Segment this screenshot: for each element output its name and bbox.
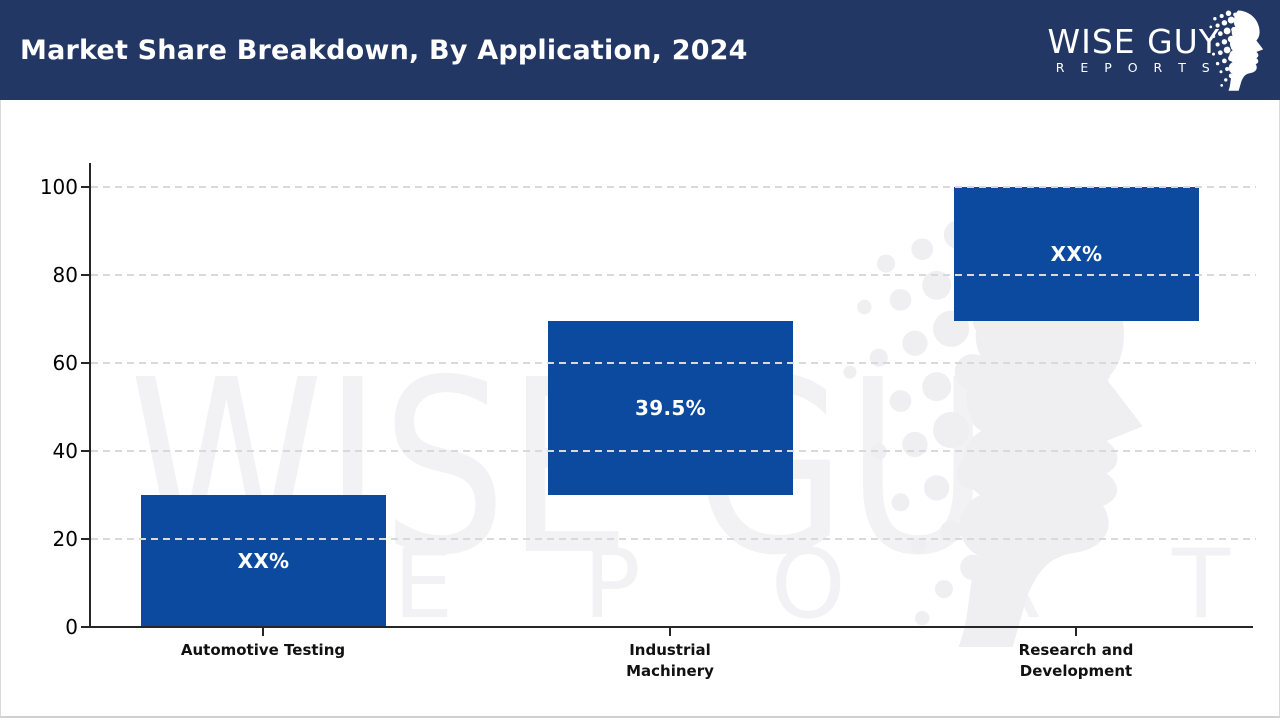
bar-value-label: XX% — [1050, 242, 1103, 267]
logo-text: WISE GUY R E P O R T S — [1047, 25, 1220, 75]
y-tick — [81, 186, 89, 188]
bar-value-label: XX% — [237, 549, 290, 573]
gridline-100 — [91, 186, 1256, 188]
x-category-label: Industrial Machinery — [626, 641, 714, 680]
y-tick-label: 60 — [52, 351, 78, 375]
y-tick — [81, 450, 89, 452]
logo-subtitle: R E P O R T S — [1055, 60, 1216, 76]
y-tick-label: 20 — [52, 527, 78, 551]
y-tick — [81, 626, 89, 628]
y-tick-label: 100 — [39, 175, 78, 199]
wise-guy-reports-logo: WISE GUY R E P O R T S — [1047, 9, 1280, 91]
y-tick-label: 80 — [52, 263, 78, 287]
y-tick-label: 40 — [52, 439, 78, 463]
y-axis-line — [89, 163, 91, 628]
header-bar: Market Share Breakdown, By Application, … — [0, 0, 1280, 100]
y-tick — [81, 362, 89, 364]
gridline-20 — [91, 538, 1256, 540]
x-tick — [262, 628, 264, 636]
x-category-label: Automotive Testing — [180, 641, 346, 659]
bar-value-label: 39.5% — [635, 396, 706, 421]
gridline-60 — [91, 362, 1256, 364]
page-title: Market Share Breakdown, By Application, … — [20, 34, 748, 66]
x-tick — [669, 628, 671, 636]
y-tick — [81, 274, 89, 276]
bar-research-development: XX% — [954, 187, 1199, 322]
x-category-label: Research and Development — [1018, 641, 1134, 680]
wiseguy-face-logo-icon — [1206, 10, 1264, 91]
bar-automotive-testing: XX% — [141, 495, 386, 627]
x-tick — [1075, 628, 1077, 636]
gridline-40 — [91, 450, 1256, 452]
x-axis-line — [89, 626, 1253, 628]
logo-wordmark: WISE GUY — [1047, 22, 1220, 62]
y-tick — [81, 538, 89, 540]
gridline-80 — [91, 274, 1256, 276]
y-tick-label: 0 — [65, 615, 78, 639]
bar-industrial-machinery: 39.5% — [548, 321, 793, 495]
